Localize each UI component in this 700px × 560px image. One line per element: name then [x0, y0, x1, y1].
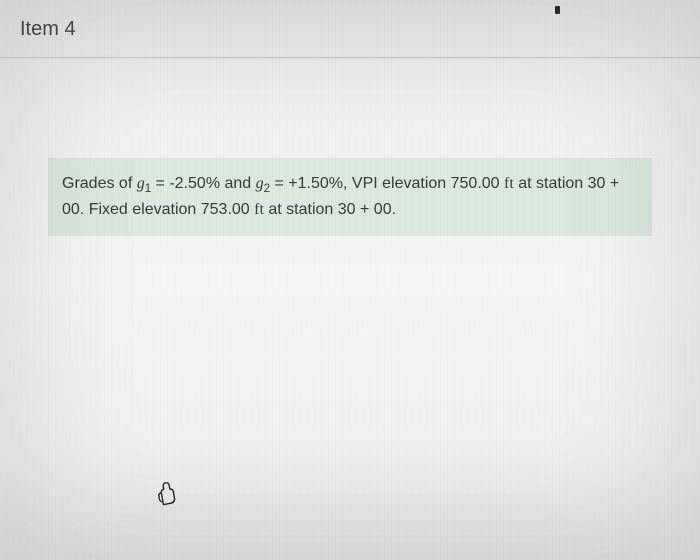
fixed-station-prefix: at station — [268, 201, 333, 218]
g2-value: +1.50% — [288, 175, 343, 192]
g1-value: -2.50% — [169, 175, 220, 192]
fixed-text: Fixed elevation 753.00 — [89, 201, 250, 218]
g2-var: g — [256, 175, 264, 192]
vpi-text: VPI elevation 750.00 — [352, 175, 500, 192]
g1-var: g — [137, 175, 145, 192]
eq2: = — [270, 175, 288, 192]
vpi-station-prefix: at station — [518, 175, 583, 192]
and-text: and — [220, 175, 256, 192]
problem-content: Grades of g1 = -2.50% and g2 = +1.50%, V… — [0, 58, 700, 236]
fixed-unit: ft — [254, 201, 264, 218]
eq1: = — [151, 175, 169, 192]
vpi-unit: ft — [504, 175, 514, 192]
period1: . — [80, 201, 89, 218]
period2: . — [392, 201, 396, 218]
grades-prefix: Grades of — [62, 175, 137, 192]
fixed-station: 30 + 00 — [338, 201, 392, 218]
item-header: Item 4 — [0, 0, 700, 58]
pointer-cursor-icon — [152, 478, 179, 513]
item-title: Item 4 — [20, 18, 680, 41]
comma: , — [343, 175, 352, 192]
top-indicator-dot — [555, 6, 560, 14]
problem-statement: Grades of g1 = -2.50% and g2 = +1.50%, V… — [48, 158, 652, 236]
